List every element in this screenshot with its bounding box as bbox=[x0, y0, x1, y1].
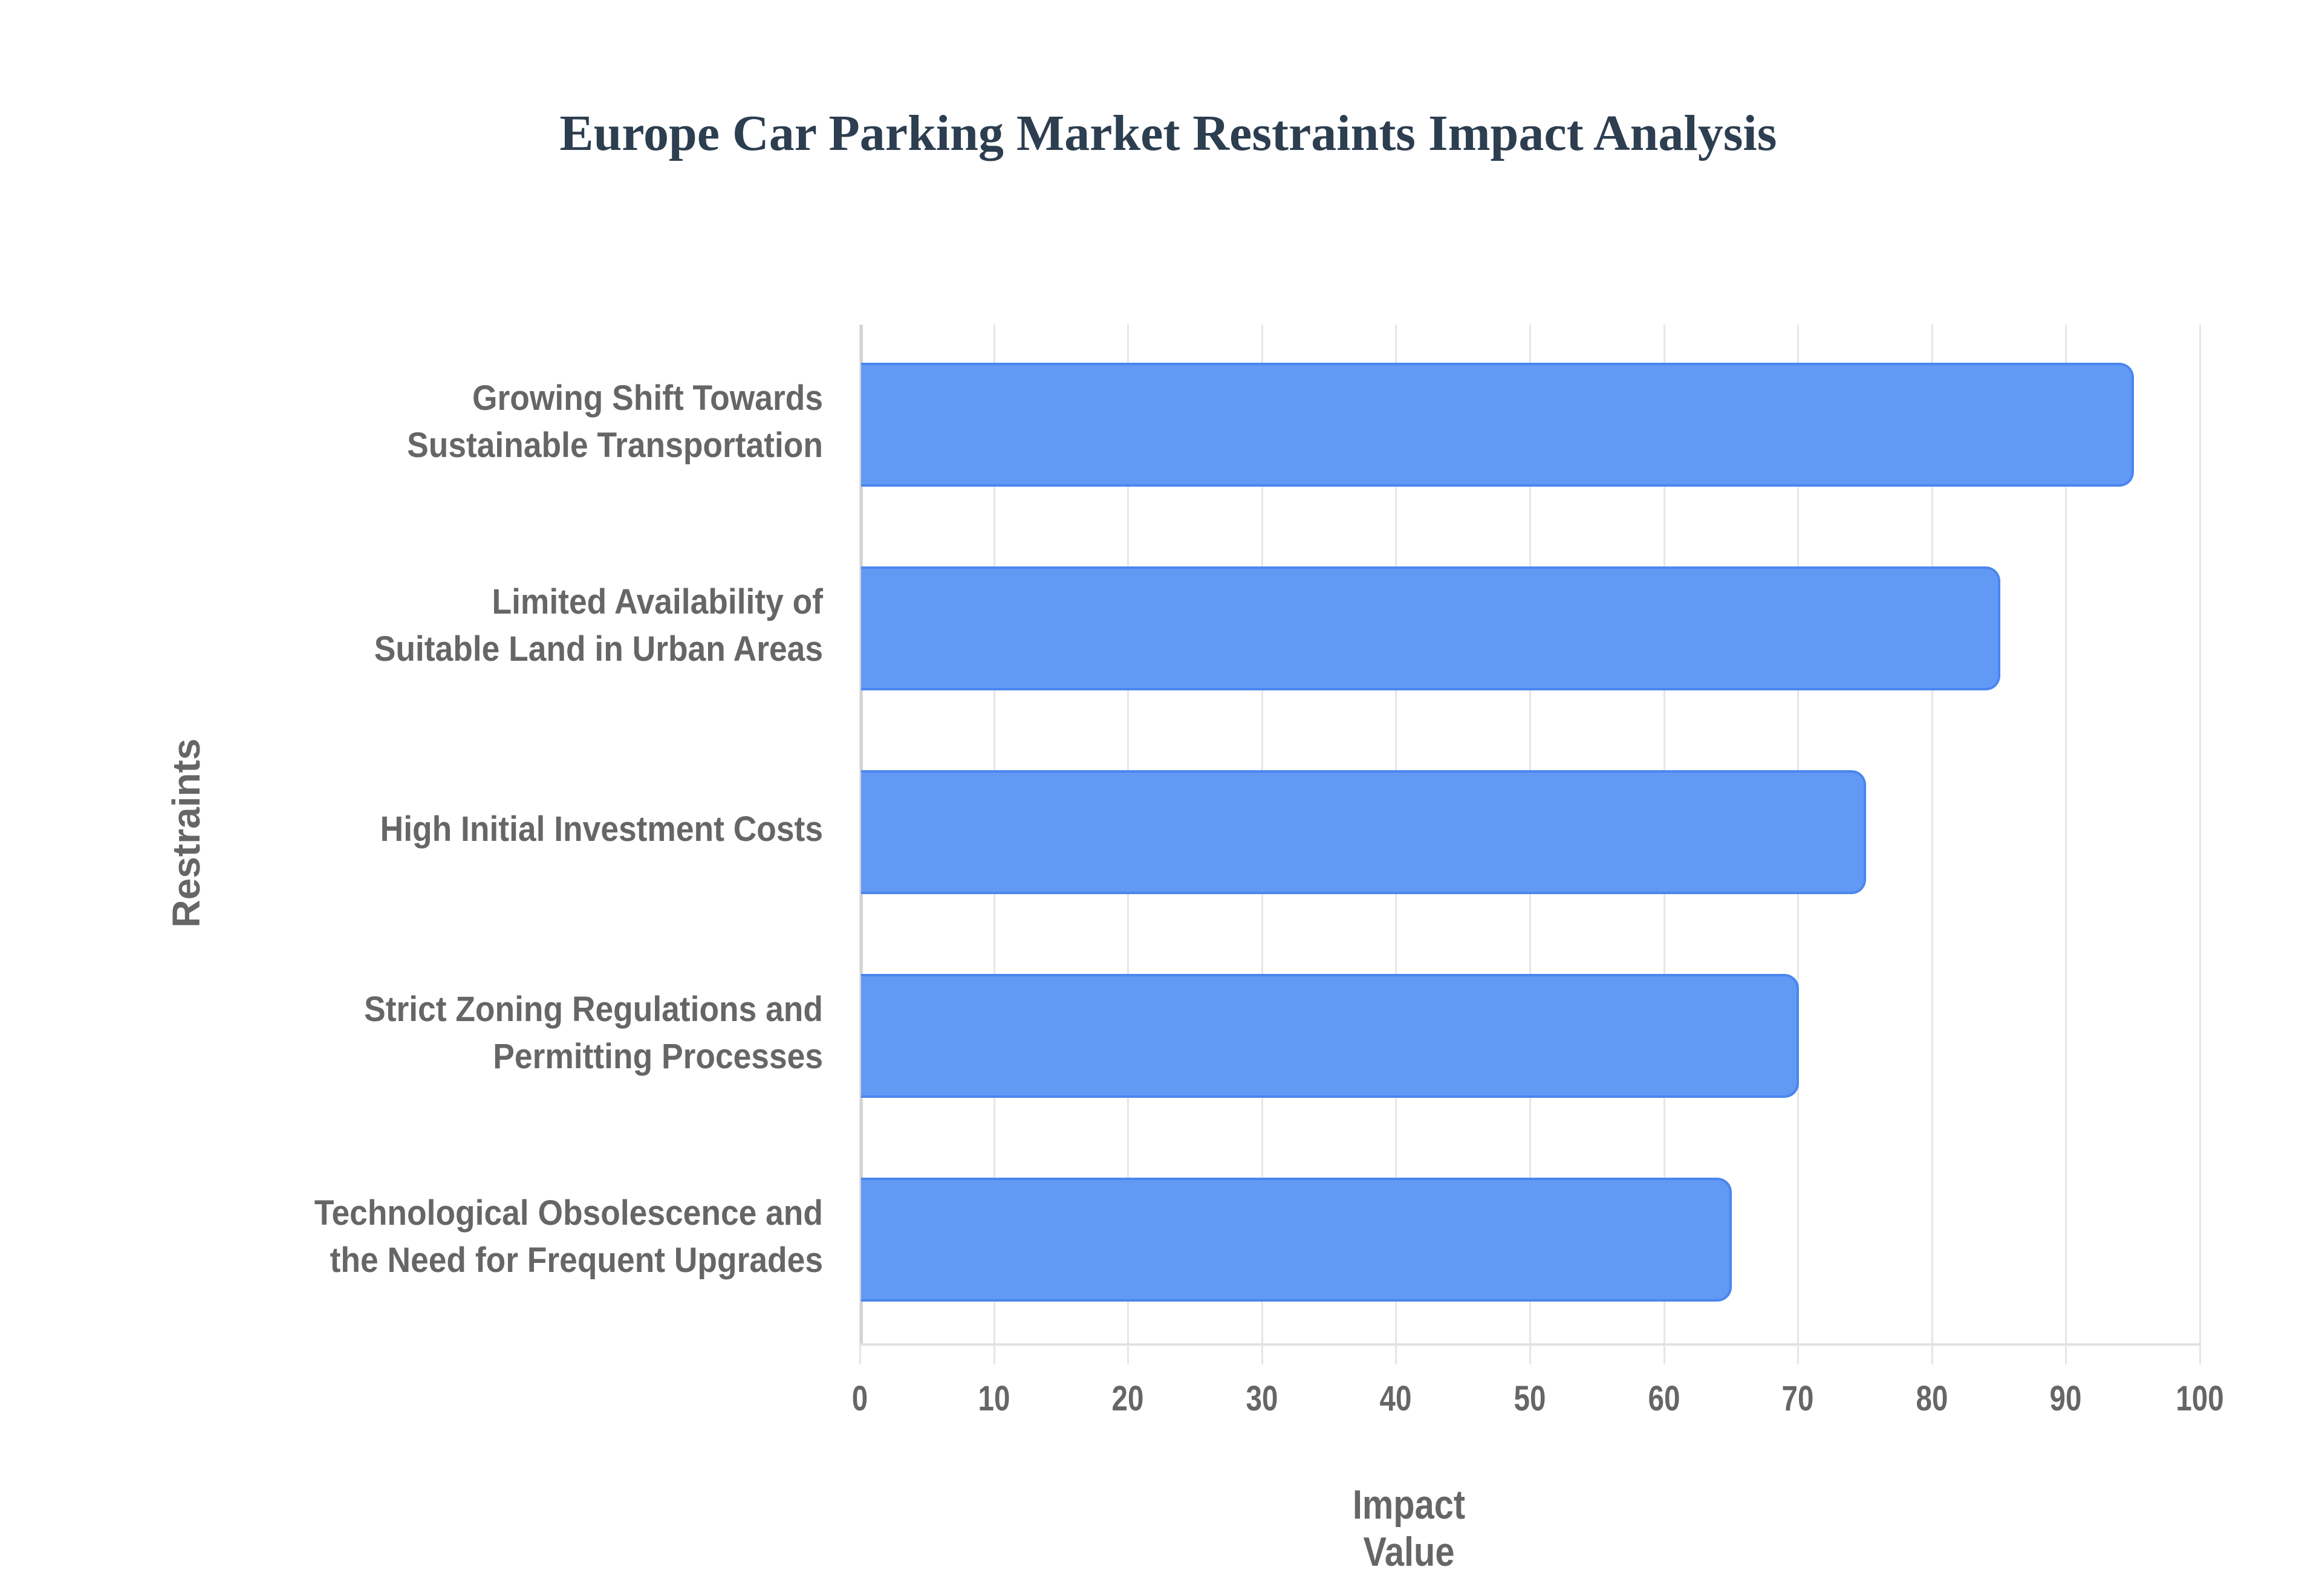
x-tick-label: 30 bbox=[1246, 1379, 1278, 1418]
category-label-line: Sustainable Transportation bbox=[407, 426, 823, 465]
category-label-3: Strict Zoning Regulations and Permitting… bbox=[155, 986, 823, 1080]
gridline bbox=[2199, 325, 2201, 1364]
category-label-2: High Initial Investment Costs bbox=[155, 806, 823, 853]
x-tick-label: 80 bbox=[1916, 1379, 1948, 1418]
category-label-line: Permitting Processes bbox=[493, 1037, 823, 1076]
category-label-line: Suitable Land in Urban Areas bbox=[374, 629, 823, 669]
category-label-line: Strict Zoning Regulations and bbox=[364, 990, 823, 1029]
x-tick-label: 100 bbox=[2176, 1379, 2224, 1418]
plot-area bbox=[859, 325, 2201, 1364]
category-label-0: Growing Shift Towards Sustainable Transp… bbox=[155, 375, 823, 469]
x-tick-label: 40 bbox=[1379, 1379, 1412, 1418]
category-label-line: the Need for Frequent Upgrades bbox=[330, 1241, 823, 1280]
bar[interactable] bbox=[861, 363, 2135, 487]
category-label-4: Technological Obsolescence and the Need … bbox=[155, 1190, 823, 1284]
x-tick-label: 10 bbox=[978, 1379, 1010, 1418]
gridline bbox=[2065, 325, 2067, 1364]
bar[interactable] bbox=[861, 974, 1800, 1098]
x-axis-line bbox=[860, 1343, 2200, 1346]
x-tick-label: 50 bbox=[1514, 1379, 1546, 1418]
bar[interactable] bbox=[861, 1178, 1732, 1302]
x-tick-label: 90 bbox=[2049, 1379, 2082, 1418]
x-tick-label: 70 bbox=[1781, 1379, 1814, 1418]
category-label-line: Technological Obsolescence and bbox=[314, 1193, 823, 1233]
gridline bbox=[1931, 325, 1933, 1364]
x-tick-label: 60 bbox=[1648, 1379, 1680, 1418]
bar[interactable] bbox=[861, 770, 1866, 894]
category-label-1: Limited Availability of Suitable Land in… bbox=[155, 579, 823, 673]
x-tick-label: 0 bbox=[851, 1379, 868, 1418]
x-axis-title: Impact Value bbox=[1352, 1482, 1466, 1575]
category-label-line: High Initial Investment Costs bbox=[380, 809, 823, 849]
category-label-line: Limited Availability of bbox=[492, 582, 823, 621]
bar[interactable] bbox=[861, 566, 2000, 690]
x-tick-label: 20 bbox=[1111, 1379, 1144, 1418]
chart-title: Europe Car Parking Market Restraints Imp… bbox=[559, 105, 1777, 161]
category-label-line: Growing Shift Towards bbox=[472, 378, 823, 418]
